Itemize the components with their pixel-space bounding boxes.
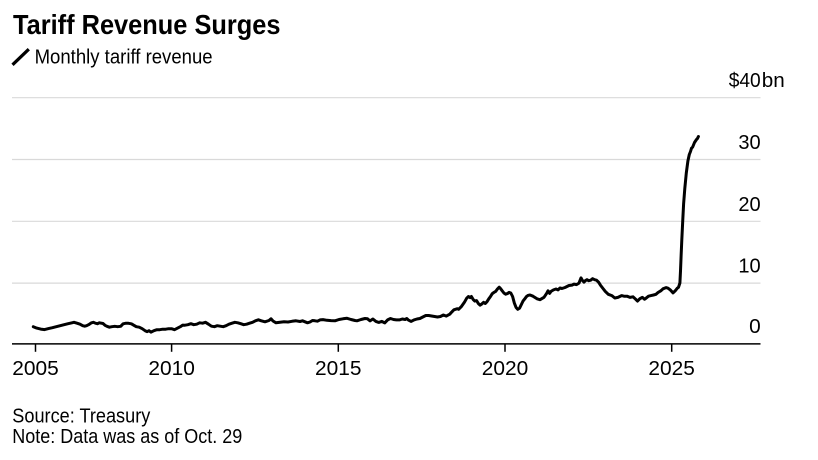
svg-text:2025: 2025 (648, 358, 695, 380)
svg-text:0: 0 (749, 316, 761, 338)
svg-text:Monthly tariff revenue: Monthly tariff revenue (35, 46, 213, 69)
svg-text:10: 10 (738, 255, 760, 277)
svg-text:20: 20 (738, 194, 760, 216)
svg-text:2015: 2015 (315, 358, 362, 380)
svg-text:$40: $40 (729, 70, 761, 92)
svg-text:2010: 2010 (148, 358, 195, 380)
svg-text:Note: Data was as of Oct. 29: Note: Data was as of Oct. 29 (12, 425, 242, 448)
svg-text:2005: 2005 (12, 358, 59, 380)
svg-text:30: 30 (738, 132, 760, 154)
svg-text:Source: Treasury: Source: Treasury (12, 405, 151, 428)
svg-text:bn: bn (762, 70, 785, 92)
svg-text:2020: 2020 (482, 358, 529, 380)
svg-text:Tariff Revenue Surges: Tariff Revenue Surges (13, 9, 281, 40)
